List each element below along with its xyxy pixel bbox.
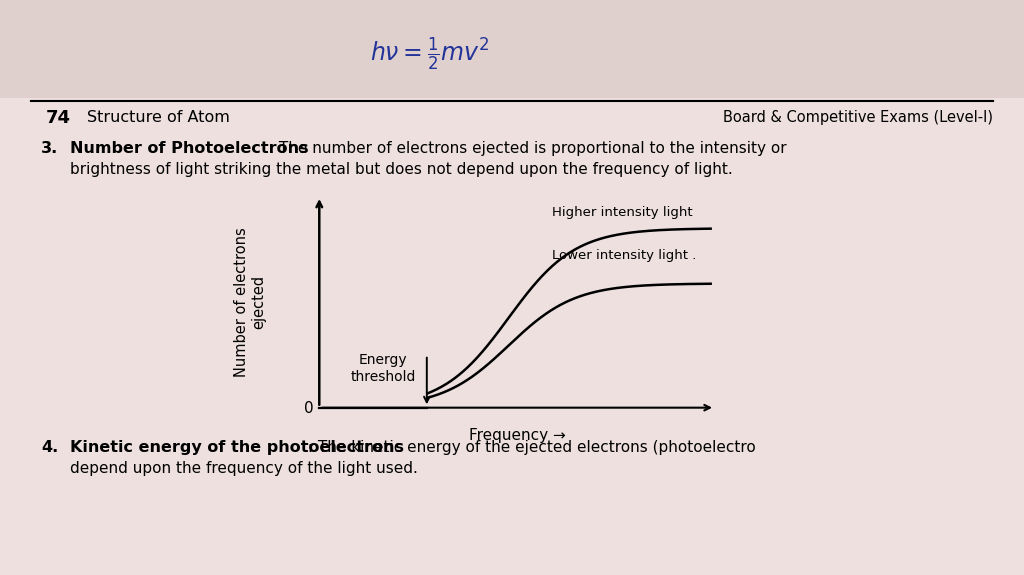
- Text: Board & Competitive Exams (Level-I): Board & Competitive Exams (Level-I): [723, 110, 993, 125]
- Bar: [0, 0, 1024, 98]
- Text: Lower intensity light .: Lower intensity light .: [552, 250, 696, 262]
- Text: Energy
threshold: Energy threshold: [350, 354, 416, 384]
- Text: : The number of electrons ejected is proportional to the intensity or: : The number of electrons ejected is pro…: [264, 141, 786, 156]
- Text: 74: 74: [46, 109, 71, 127]
- Text: 0: 0: [304, 401, 313, 416]
- Text: Structure of Atom: Structure of Atom: [87, 110, 230, 125]
- Text: Kinetic energy of the photoelectrons: Kinetic energy of the photoelectrons: [70, 440, 403, 455]
- Text: Number of electrons
ejected: Number of electrons ejected: [234, 227, 266, 377]
- Text: brightness of light striking the metal but does not depend upon the frequency of: brightness of light striking the metal b…: [70, 162, 732, 177]
- Text: Higher intensity light: Higher intensity light: [552, 206, 692, 218]
- Text: : The kinetic energy of the ejected electrons (photoelectro: : The kinetic energy of the ejected elec…: [303, 440, 756, 455]
- Text: Number of Photoelectrons: Number of Photoelectrons: [70, 141, 308, 156]
- Text: Frequency →: Frequency →: [469, 428, 565, 443]
- Text: 4.: 4.: [41, 440, 58, 455]
- Text: 3.: 3.: [41, 141, 58, 156]
- Text: $h\nu = \frac{1}{2}mv^2$: $h\nu = \frac{1}{2}mv^2$: [371, 36, 489, 74]
- Text: depend upon the frequency of the light used.: depend upon the frequency of the light u…: [70, 461, 418, 476]
